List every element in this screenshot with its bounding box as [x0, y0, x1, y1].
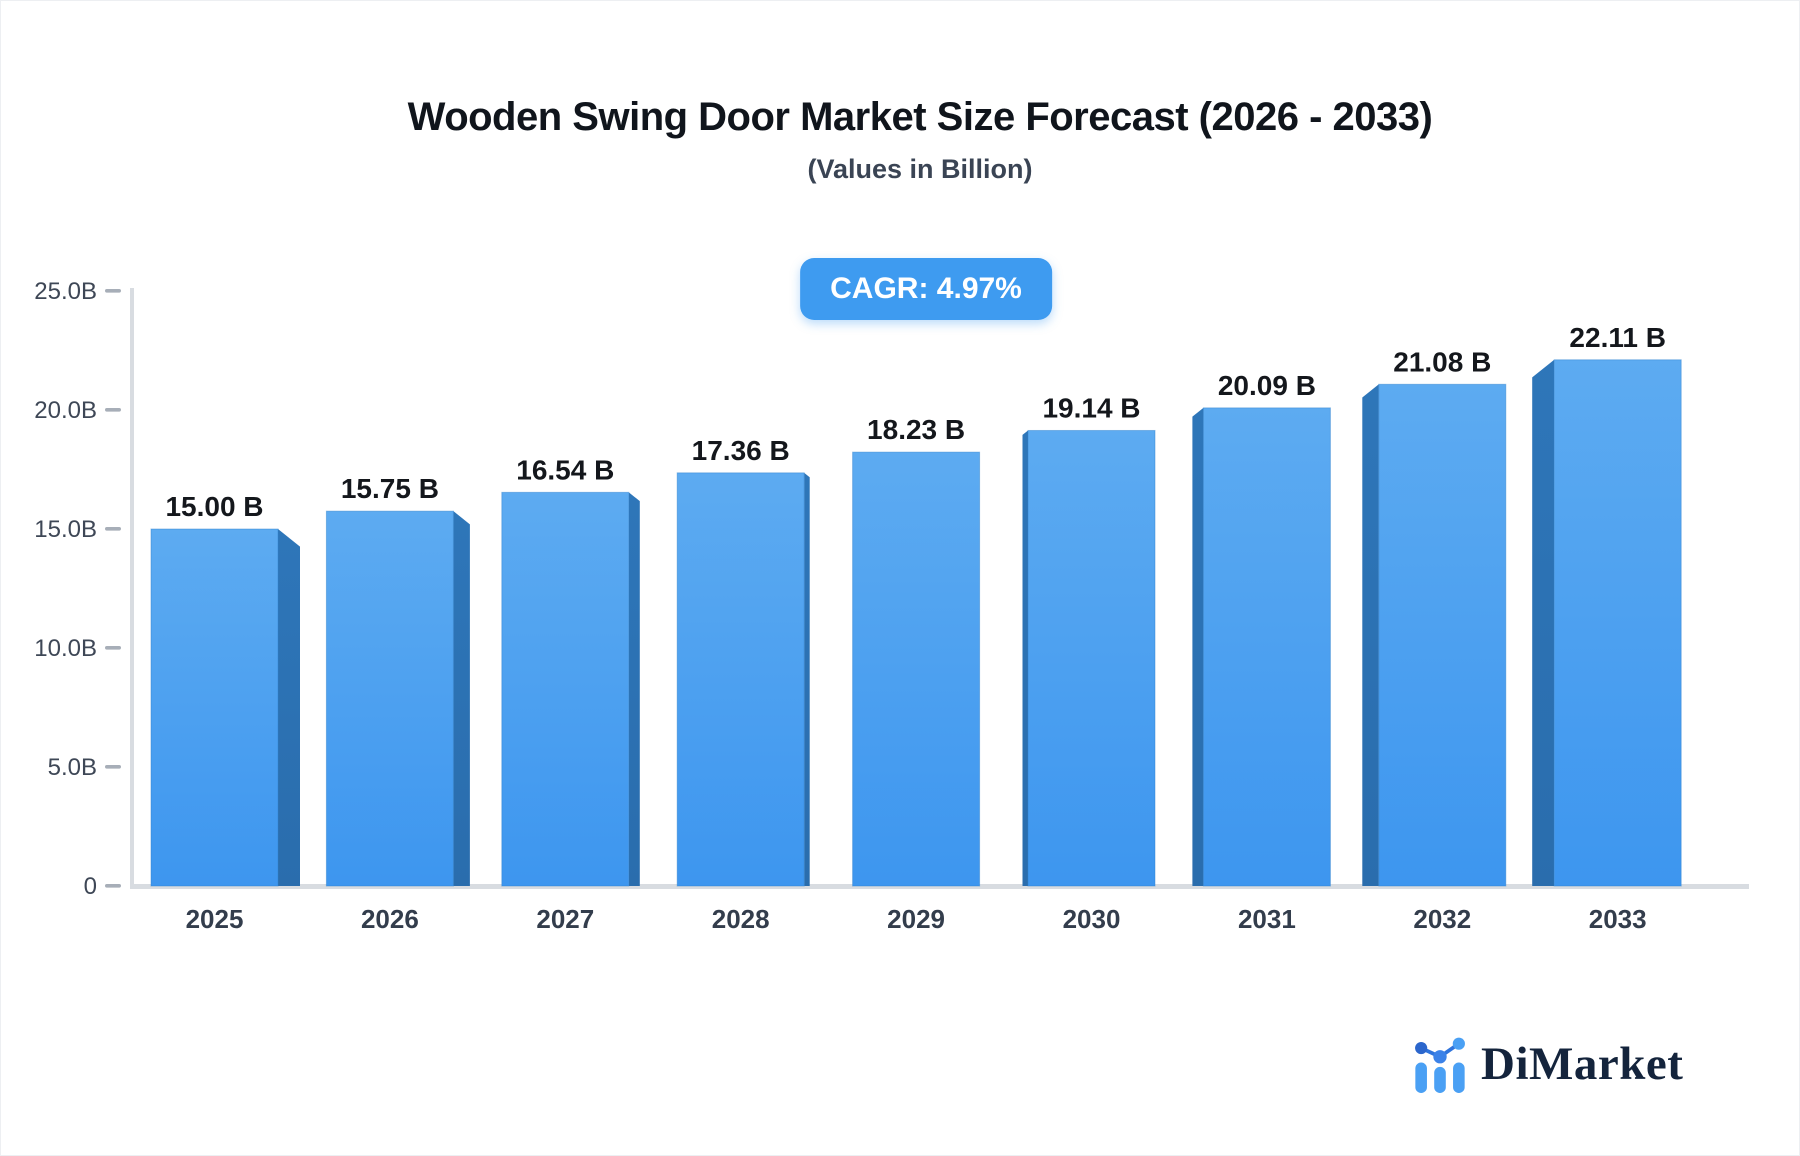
y-tick-mark: [105, 765, 121, 769]
y-tick-label: 0: [84, 873, 97, 900]
bar-front-face: [150, 528, 279, 887]
chart-title: Wooden Swing Door Market Size Forecast (…: [407, 95, 1433, 139]
chart-header: Wooden Swing Door Market Size Forecast (…: [41, 95, 1799, 185]
bar-2032[interactable]: [1362, 383, 1507, 887]
cagr-badge: CAGR: 4.97%: [800, 258, 1052, 320]
bar-2029[interactable]: [852, 451, 981, 887]
bar-side-face: [628, 492, 640, 886]
bar-side-face: [804, 472, 810, 886]
bar-2028[interactable]: [676, 472, 810, 887]
bar-2025[interactable]: [150, 528, 300, 887]
y-tick-label: 5.0B: [48, 754, 97, 781]
bar-side-face: [1362, 384, 1379, 886]
bar-value-label: 21.08 B: [1393, 346, 1491, 377]
chart-subtitle: (Values in Billion): [807, 154, 1033, 184]
y-tick-mark: [105, 646, 121, 650]
bar-2033[interactable]: [1532, 359, 1682, 887]
y-axis-line: [130, 288, 134, 887]
x-category-label: 2029: [887, 904, 945, 934]
x-category-label: 2031: [1238, 904, 1296, 934]
bar-2030[interactable]: [1022, 429, 1156, 887]
bar-value-label: 19.14 B: [1042, 392, 1140, 423]
bar-front-face: [1202, 407, 1331, 887]
bar-value-label: 22.11 B: [1569, 322, 1666, 353]
bar-value-label: 16.54 B: [516, 454, 614, 485]
y-tick-label: 15.0B: [34, 516, 97, 543]
bar-front-face: [501, 491, 630, 887]
mini-bar-chart-icon: [1415, 1037, 1465, 1093]
x-category-label: 2027: [536, 904, 594, 934]
x-category-label: 2030: [1063, 904, 1121, 934]
bar-front-face: [325, 510, 454, 887]
x-axis-line: [130, 884, 1749, 889]
y-tick-mark: [105, 527, 121, 531]
bar-side-face: [1192, 407, 1204, 886]
bar-front-face: [676, 472, 805, 887]
x-category-label: 2032: [1413, 904, 1471, 934]
bar-front-face: [1553, 359, 1682, 887]
bar-value-label: 15.00 B: [165, 491, 263, 522]
y-tick-label: 10.0B: [34, 635, 97, 662]
bar-side-face: [1022, 430, 1028, 886]
y-tick-mark: [105, 289, 121, 293]
bar-value-label: 18.23 B: [867, 414, 965, 445]
bar-value-label: 17.36 B: [692, 435, 790, 466]
bar-side-face: [1532, 359, 1555, 887]
x-category-label: 2026: [361, 904, 419, 934]
bar-value-label: 15.75 B: [341, 473, 439, 504]
bar-2031[interactable]: [1192, 407, 1331, 887]
dimarket-logo: DiMarket: [1413, 1035, 1683, 1093]
bar-2027[interactable]: [501, 491, 640, 887]
bar-side-face: [278, 529, 300, 886]
y-tick-mark: [105, 408, 121, 412]
bar-front-face: [852, 451, 981, 887]
bar-front-face: [1378, 383, 1507, 887]
y-tick-label: 20.0B: [34, 397, 97, 424]
dimarket-logo-text: DiMarket: [1481, 1037, 1684, 1090]
x-category-label: 2028: [712, 904, 770, 934]
bar-2026[interactable]: [325, 510, 470, 887]
x-category-label: 2025: [186, 904, 244, 934]
bar-front-face: [1027, 429, 1156, 887]
bar-side-face: [453, 511, 470, 886]
x-category-label: 2033: [1589, 904, 1647, 934]
y-tick-label: 25.0B: [34, 278, 97, 305]
bar-value-label: 20.09 B: [1218, 370, 1316, 401]
y-tick-mark: [105, 884, 121, 888]
